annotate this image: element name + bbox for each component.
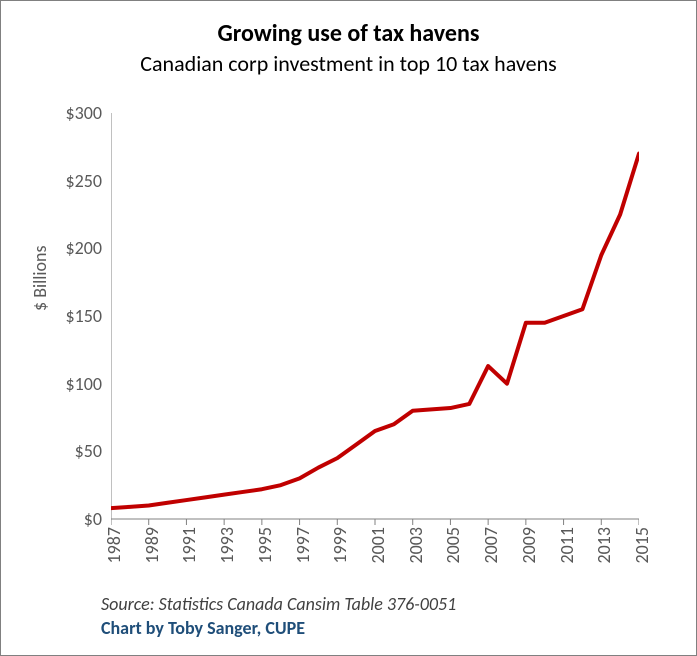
chart-subtitle: Canadian corp investment in top 10 tax h… bbox=[1, 50, 696, 77]
x-tick-label: 1989 bbox=[141, 527, 163, 564]
y-tick-label: $200 bbox=[52, 237, 102, 259]
y-tick-label: $50 bbox=[52, 440, 102, 462]
x-tick-label: 2015 bbox=[631, 527, 653, 564]
y-tick-label: $250 bbox=[52, 170, 102, 192]
y-tick-label: $100 bbox=[52, 373, 102, 395]
x-tick-label: 1995 bbox=[254, 527, 276, 564]
y-tick-label: $300 bbox=[52, 102, 102, 124]
x-tick-label: 2001 bbox=[367, 527, 389, 564]
y-tick-label: $0 bbox=[52, 508, 102, 530]
x-tick-label: 2007 bbox=[480, 527, 502, 564]
y-tick-label: $150 bbox=[52, 305, 102, 327]
x-tick-label: 1997 bbox=[292, 527, 314, 564]
plot-svg bbox=[111, 113, 639, 527]
x-tick-label: 1993 bbox=[216, 527, 238, 564]
source-text: Source: Statistics Canada Cansim Table 3… bbox=[101, 593, 456, 615]
x-tick-label: 2011 bbox=[556, 527, 578, 564]
title-block: Growing use of tax havens Canadian corp … bbox=[1, 1, 696, 77]
credit-text: Chart by Toby Sanger, CUPE bbox=[101, 617, 305, 639]
y-axis-label: $ Billions bbox=[29, 246, 51, 312]
x-tick-label: 2003 bbox=[405, 527, 427, 564]
x-tick-label: 2013 bbox=[593, 527, 615, 564]
x-tick-label: 1987 bbox=[103, 527, 125, 564]
x-tick-label: 1991 bbox=[178, 527, 200, 564]
x-tick-label: 2009 bbox=[518, 527, 540, 564]
chart-title: Growing use of tax havens bbox=[1, 19, 696, 48]
x-tick-label: 2005 bbox=[442, 527, 464, 564]
chart-container: Growing use of tax havens Canadian corp … bbox=[0, 0, 697, 656]
x-tick-label: 1999 bbox=[329, 527, 351, 564]
plot-area bbox=[111, 113, 639, 519]
